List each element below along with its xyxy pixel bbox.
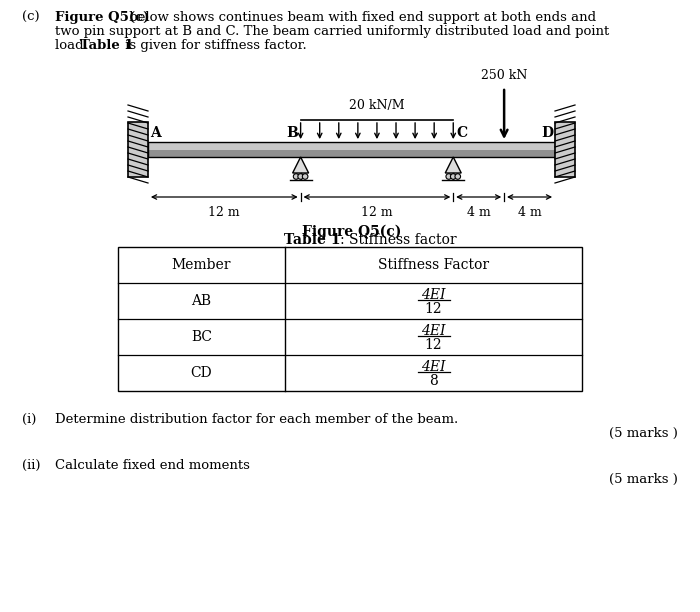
Text: below shows continues beam with fixed end support at both ends and: below shows continues beam with fixed en… bbox=[125, 11, 596, 24]
Text: Table 1: Table 1 bbox=[284, 233, 340, 247]
Text: is given for stiffness factor.: is given for stiffness factor. bbox=[121, 39, 307, 52]
Text: A: A bbox=[150, 126, 161, 140]
Text: 4 m: 4 m bbox=[467, 206, 491, 219]
Text: 4 m: 4 m bbox=[518, 206, 541, 219]
Text: Figure Q5(c): Figure Q5(c) bbox=[55, 11, 149, 24]
Bar bbox=[148, 142, 555, 157]
Text: load.: load. bbox=[55, 39, 92, 52]
Text: 12 m: 12 m bbox=[361, 206, 393, 219]
Text: 20 kN/M: 20 kN/M bbox=[349, 99, 405, 112]
Text: (i): (i) bbox=[22, 413, 36, 426]
Text: Determine distribution factor for each member of the beam.: Determine distribution factor for each m… bbox=[55, 413, 459, 426]
Text: (5 marks ): (5 marks ) bbox=[609, 473, 678, 486]
Circle shape bbox=[455, 174, 461, 179]
Circle shape bbox=[302, 174, 308, 179]
Text: B: B bbox=[286, 126, 298, 140]
Bar bbox=[118, 247, 582, 391]
Circle shape bbox=[298, 174, 303, 179]
Text: (c): (c) bbox=[22, 11, 40, 24]
Text: C: C bbox=[456, 126, 468, 140]
Text: 12: 12 bbox=[425, 338, 442, 352]
Text: Calculate fixed end moments: Calculate fixed end moments bbox=[55, 459, 250, 472]
Text: two pin support at B and C. The beam carried uniformly distributed load and poin: two pin support at B and C. The beam car… bbox=[55, 25, 609, 38]
Text: Table 1: Table 1 bbox=[80, 39, 134, 52]
Bar bbox=[148, 149, 555, 157]
Text: Stiffness Factor: Stiffness Factor bbox=[378, 258, 489, 272]
Text: 12 m: 12 m bbox=[209, 206, 240, 219]
Polygon shape bbox=[445, 157, 461, 173]
Text: 4EI: 4EI bbox=[421, 288, 446, 302]
Text: 250 kN: 250 kN bbox=[481, 69, 527, 82]
Text: (5 marks ): (5 marks ) bbox=[609, 427, 678, 440]
Text: 12: 12 bbox=[425, 302, 442, 316]
Text: Figure Q5(c): Figure Q5(c) bbox=[302, 225, 401, 239]
Text: 4EI: 4EI bbox=[421, 360, 446, 374]
Circle shape bbox=[446, 174, 452, 179]
Text: BC: BC bbox=[191, 330, 212, 344]
Text: Member: Member bbox=[172, 258, 231, 272]
Text: CD: CD bbox=[190, 366, 212, 380]
Text: (ii): (ii) bbox=[22, 459, 41, 472]
Bar bbox=[148, 142, 555, 149]
Polygon shape bbox=[293, 157, 309, 173]
Text: : Stiffness factor: : Stiffness factor bbox=[340, 233, 456, 247]
Text: 4EI: 4EI bbox=[421, 324, 446, 338]
Circle shape bbox=[293, 174, 299, 179]
Text: 8: 8 bbox=[429, 374, 438, 388]
Bar bbox=[128, 122, 148, 177]
Circle shape bbox=[451, 174, 456, 179]
Text: D: D bbox=[541, 126, 553, 140]
Bar bbox=[555, 122, 575, 177]
Text: AB: AB bbox=[191, 294, 211, 308]
